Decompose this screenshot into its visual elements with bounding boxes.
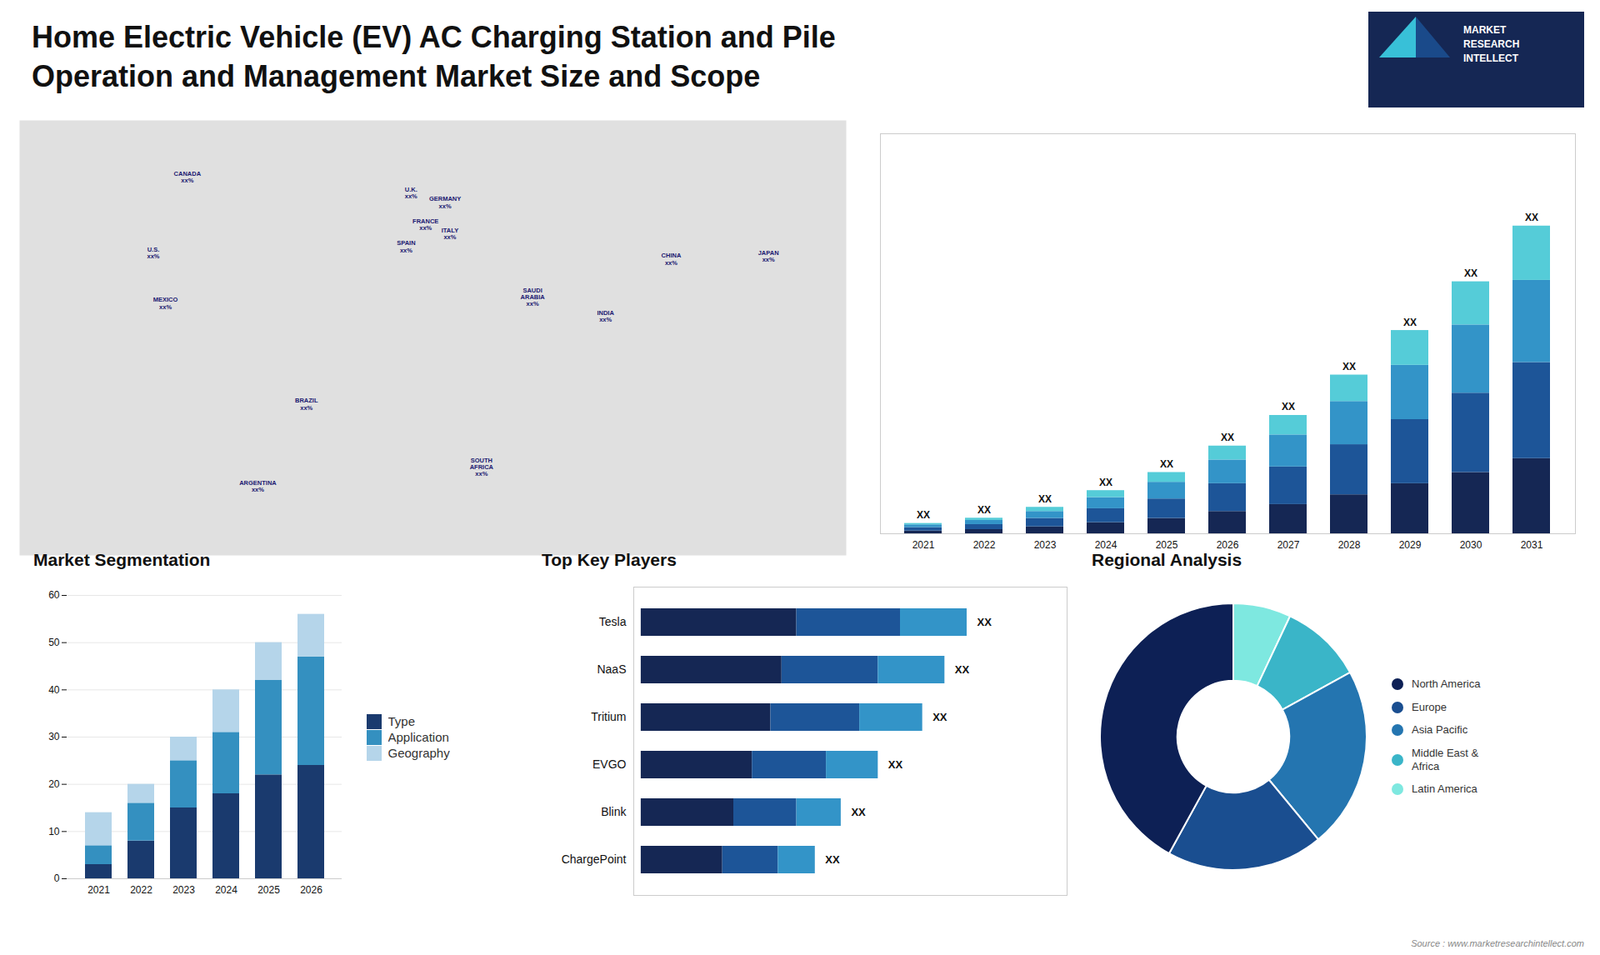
svg-text:20: 20 bbox=[48, 778, 60, 790]
svg-text:10: 10 bbox=[48, 825, 60, 838]
svg-text:CANADAxx%: CANADAxx% bbox=[174, 170, 202, 185]
svg-text:2021: 2021 bbox=[912, 539, 935, 551]
svg-text:XX: XX bbox=[977, 615, 993, 629]
svg-text:ITALYxx%: ITALYxx% bbox=[441, 226, 459, 241]
html-text:Middle East & Africa: Middle East & Africa bbox=[1411, 746, 1479, 773]
html-text:Top Key Players: Top Key Players bbox=[541, 550, 677, 570]
svg-text:2029: 2029 bbox=[1399, 539, 1422, 551]
svg-text:2030: 2030 bbox=[1460, 539, 1483, 551]
svg-text:60: 60 bbox=[48, 589, 60, 601]
svg-text:2021: 2021 bbox=[87, 884, 110, 896]
html-text:Latin America: Latin America bbox=[1411, 782, 1478, 796]
html-text:Home Electric Vehicle (EV) AC: Home Electric Vehicle (EV) AC Charging S… bbox=[31, 20, 836, 94]
svg-text:XX: XX bbox=[977, 504, 991, 516]
svg-text:XX: XX bbox=[932, 710, 948, 724]
svg-text:INDIAxx%: INDIAxx% bbox=[596, 309, 615, 324]
svg-text:2023: 2023 bbox=[1034, 539, 1057, 551]
svg-text:XX: XX bbox=[1281, 400, 1295, 413]
html-text:Source : www.marketresearchint: Source : www.marketresearchintellect.com bbox=[1410, 938, 1585, 949]
svg-text:XX: XX bbox=[1099, 476, 1113, 489]
svg-text:Tesla: Tesla bbox=[599, 615, 627, 629]
svg-text:GERMANYxx%: GERMANYxx% bbox=[429, 195, 461, 210]
svg-text:XX: XX bbox=[1342, 360, 1356, 373]
svg-text:30: 30 bbox=[48, 730, 60, 743]
html-text:Europe: Europe bbox=[1411, 700, 1447, 714]
svg-text:XX: XX bbox=[888, 758, 904, 771]
svg-text:MEXICOxx%: MEXICOxx% bbox=[153, 295, 179, 310]
svg-text:XX: XX bbox=[825, 853, 840, 866]
svg-text:2023: 2023 bbox=[172, 884, 195, 896]
svg-text:2025: 2025 bbox=[257, 884, 280, 896]
svg-text:Blink: Blink bbox=[600, 805, 627, 819]
svg-text:2028: 2028 bbox=[1338, 539, 1361, 551]
svg-text:CHINAxx%: CHINAxx% bbox=[661, 251, 682, 266]
svg-text:50: 50 bbox=[48, 636, 60, 649]
svg-text:ChargePoint: ChargePoint bbox=[561, 852, 627, 866]
svg-text:2026: 2026 bbox=[1216, 539, 1240, 551]
svg-text:U.S.xx%: U.S.xx% bbox=[146, 245, 160, 260]
svg-text:2026: 2026 bbox=[300, 884, 323, 896]
svg-text:2022: 2022 bbox=[973, 539, 996, 551]
svg-text:EVGO: EVGO bbox=[592, 757, 627, 771]
svg-text:XX: XX bbox=[1038, 493, 1052, 505]
svg-text:0: 0 bbox=[54, 872, 60, 885]
svg-text:2031: 2031 bbox=[1520, 539, 1544, 551]
svg-text:2024: 2024 bbox=[1095, 539, 1118, 551]
svg-text:XX: XX bbox=[1403, 316, 1417, 329]
html-text:Regional Analysis: Regional Analysis bbox=[1091, 550, 1242, 570]
svg-text:BRAZILxx%: BRAZILxx% bbox=[295, 396, 319, 411]
svg-text:FRANCExx%: FRANCExx% bbox=[412, 217, 439, 232]
svg-text:NaaS: NaaS bbox=[596, 662, 626, 676]
svg-text:40: 40 bbox=[48, 684, 60, 696]
html-text:North America: North America bbox=[1411, 677, 1481, 691]
svg-text:ARGENTINAxx%: ARGENTINAxx% bbox=[239, 479, 277, 494]
html-text:Market Segmentation: Market Segmentation bbox=[33, 550, 211, 570]
html-text:Asia Pacific: Asia Pacific bbox=[1411, 723, 1468, 737]
svg-text:2025: 2025 bbox=[1155, 539, 1179, 551]
svg-text:XX: XX bbox=[850, 805, 866, 819]
svg-text:2027: 2027 bbox=[1277, 539, 1300, 551]
svg-text:U.K.xx%: U.K.xx% bbox=[405, 185, 418, 200]
svg-text:2024: 2024 bbox=[215, 884, 238, 896]
svg-text:SAUDIARABIAxx%: SAUDIARABIAxx% bbox=[520, 286, 546, 309]
svg-text:XX: XX bbox=[955, 663, 970, 676]
svg-text:Tritium: Tritium bbox=[590, 710, 626, 724]
svg-text:2022: 2022 bbox=[130, 884, 153, 896]
svg-text:SPAINxx%: SPAINxx% bbox=[396, 239, 415, 254]
svg-text:XX: XX bbox=[916, 509, 930, 521]
html-text:MARKET RESEARCH INTELLECT: MARKET RESEARCH INTELLECT bbox=[1463, 24, 1520, 64]
svg-text:XX: XX bbox=[1525, 211, 1539, 224]
svg-text:JAPANxx%: JAPANxx% bbox=[758, 249, 780, 264]
svg-text:XX: XX bbox=[1220, 431, 1235, 444]
html-text:Type: Type bbox=[387, 714, 415, 729]
svg-text:SOUTHAFRICAxx%: SOUTHAFRICAxx% bbox=[470, 456, 495, 479]
html-text:Geography: Geography bbox=[387, 746, 450, 761]
svg-text:XX: XX bbox=[1160, 458, 1174, 470]
svg-text:XX: XX bbox=[1464, 267, 1478, 280]
html-text:Application: Application bbox=[387, 730, 450, 745]
